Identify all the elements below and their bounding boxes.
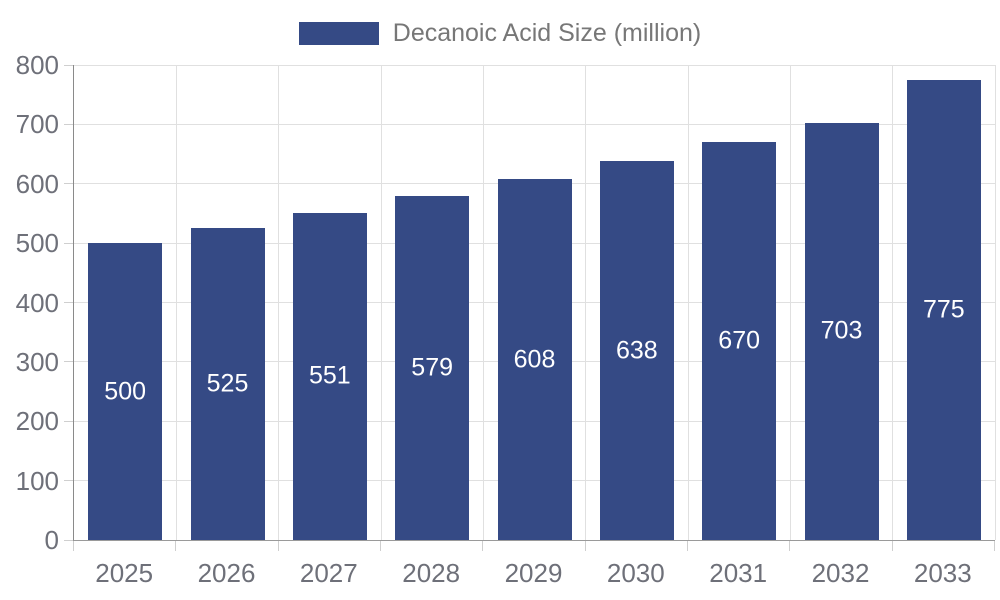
bar-2025[interactable]: 500 [88,243,163,540]
x-axis-tick-label-2030: 2030 [606,558,665,588]
x-axis-tick-label-2031: 2031 [709,558,768,588]
bar-value-label-2032: 703 [820,316,863,345]
legend-label: Decanoic Acid Size (million) [392,19,702,47]
bar-2027[interactable]: 551 [292,212,367,540]
legend-swatch [298,21,379,45]
x-gridline-3 [380,65,382,540]
bar-2033[interactable]: 775 [906,79,981,540]
y-axis-tick-mark [64,539,73,541]
bar-value-label-2026: 525 [206,369,249,398]
x-gridline-1 [175,65,177,540]
plot-area: 500 525 551 579 608 638 670 703 775 [73,64,996,541]
bar-value-label-2031: 670 [718,326,761,355]
x-gridline-5 [585,65,587,540]
x-axis-tick-label-2029: 2029 [504,558,563,588]
bar-value-label-2033: 775 [922,295,965,324]
x-axis-tick-mark [891,541,893,551]
x-axis-tick-label-2028: 2028 [402,558,461,588]
bar-2030[interactable]: 638 [599,161,674,540]
bar-2029[interactable]: 608 [497,179,572,540]
y-axis-tick-label-200: 200 [15,406,59,437]
x-axis-tick-label-2027: 2027 [299,558,358,588]
bar-value-label-2027: 551 [308,361,351,390]
bar-2031[interactable]: 670 [702,142,777,540]
y-axis-tick-mark [64,123,73,125]
y-axis-tick-label-700: 700 [15,109,59,140]
bar-value-label-2029: 608 [513,345,556,373]
legend[interactable]: Decanoic Acid Size (million) [0,18,1000,48]
x-gridline-6 [687,65,689,540]
x-gridline-9 [994,65,996,540]
x-axis-tick-mark [380,541,381,551]
y-axis-tick-label-0: 0 [44,525,59,555]
x-axis-tick-mark [584,541,586,551]
y-axis-tick-mark [64,64,73,66]
bar-2026[interactable]: 525 [190,228,265,540]
x-axis-tick-mark [687,541,688,551]
y-axis-tick-label-100: 100 [15,465,59,496]
y-axis-tick-label-600: 600 [15,168,59,199]
y-axis-tick-label-400: 400 [15,287,59,318]
x-gridline-2 [278,65,280,540]
y-gridline-800 [74,64,995,66]
x-axis-tick-label-2026: 2026 [197,558,256,588]
x-axis-tick-mark [789,541,791,551]
y-axis-tick-mark [64,183,73,185]
y-axis-tick-mark [64,480,73,482]
bar-value-label-2025: 500 [104,377,147,406]
y-axis-tick-mark [64,361,73,363]
y-axis-tick-label-800: 800 [15,50,59,80]
x-axis-tick-mark [277,541,279,551]
x-gridline-8 [892,65,894,540]
x-axis-tick-label-2033: 2033 [913,558,972,588]
bar-value-label-2028: 579 [411,353,454,382]
x-axis-tick-mark [994,541,995,551]
x-gridline-4 [482,65,484,540]
x-axis-tick-mark [482,541,484,551]
y-axis-tick-mark [64,302,73,303]
y-axis-tick-mark [64,242,73,244]
y-axis-tick-label-300: 300 [15,346,59,377]
bar-2032[interactable]: 703 [804,122,879,540]
x-axis-tick-label-2025: 2025 [95,558,154,588]
bar-2028[interactable]: 579 [395,196,470,540]
x-gridline-7 [789,65,791,540]
y-axis-tick-mark [64,420,73,422]
y-axis-tick-label-500: 500 [15,228,59,259]
x-axis-tick-mark [175,541,177,551]
y-gridline-700 [74,123,995,125]
bar-value-label-2030: 638 [615,336,658,365]
x-axis-tick-label-2032: 2032 [811,558,870,588]
x-axis-tick-mark [73,541,74,551]
